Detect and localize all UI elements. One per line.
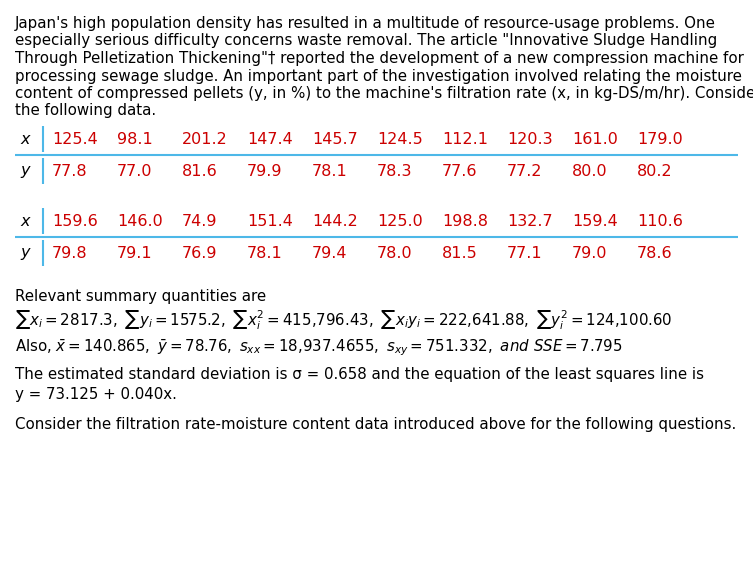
Text: processing sewage sludge. An important part of the investigation involved relati: processing sewage sludge. An important p… [15,68,742,83]
Text: 120.3: 120.3 [507,131,553,147]
Text: 77.1: 77.1 [507,245,543,261]
Text: 110.6: 110.6 [637,214,683,228]
Text: 81.6: 81.6 [182,164,218,178]
Text: 80.2: 80.2 [637,164,672,178]
Text: x: x [20,131,29,147]
Text: 80.0: 80.0 [572,164,608,178]
Text: x: x [20,214,29,228]
Text: 78.1: 78.1 [312,164,348,178]
Text: 159.4: 159.4 [572,214,617,228]
Text: 125.0: 125.0 [377,214,422,228]
Text: Japan's high population density has resulted in a multitude of resource-usage pr: Japan's high population density has resu… [15,16,716,31]
Text: 161.0: 161.0 [572,131,618,147]
Text: 77.2: 77.2 [507,164,542,178]
Text: 77.6: 77.6 [442,164,477,178]
Text: 78.1: 78.1 [247,245,282,261]
Text: 79.1: 79.1 [117,245,153,261]
Text: 147.4: 147.4 [247,131,293,147]
Text: $\sum x_i = 2817.3,\ \sum y_i = 1575.2,\ \sum x_i^2 = 415{,}796.43,\ \sum x_iy_i: $\sum x_i = 2817.3,\ \sum y_i = 1575.2,\… [15,309,672,333]
Text: especially serious difficulty concerns waste removal. The article "Innovative Sl: especially serious difficulty concerns w… [15,33,718,49]
Text: 78.0: 78.0 [377,245,413,261]
Text: 79.0: 79.0 [572,245,608,261]
Text: 125.4: 125.4 [52,131,98,147]
Text: 77.8: 77.8 [52,164,87,178]
Text: 146.0: 146.0 [117,214,163,228]
Text: y: y [20,164,29,178]
Text: The estimated standard deviation is σ = 0.658 and the equation of the least squa: The estimated standard deviation is σ = … [15,367,704,382]
Text: 78.6: 78.6 [637,245,672,261]
Text: 74.9: 74.9 [182,214,218,228]
Text: 81.5: 81.5 [442,245,477,261]
Text: 124.5: 124.5 [377,131,422,147]
Text: 76.9: 76.9 [182,245,218,261]
Text: 179.0: 179.0 [637,131,683,147]
Text: Consider the filtration rate-moisture content data introduced above for the foll: Consider the filtration rate-moisture co… [15,417,736,432]
Text: 79.9: 79.9 [247,164,282,178]
Text: 78.3: 78.3 [377,164,413,178]
Text: 198.8: 198.8 [442,214,488,228]
Text: y = 73.125 + 0.040x.: y = 73.125 + 0.040x. [15,387,177,402]
Text: y: y [20,245,29,261]
Text: 132.7: 132.7 [507,214,553,228]
Text: 144.2: 144.2 [312,214,358,228]
Text: 112.1: 112.1 [442,131,488,147]
Text: Through Pelletization Thickening"† reported the development of a new compression: Through Pelletization Thickening"† repor… [15,51,744,66]
Text: 98.1: 98.1 [117,131,153,147]
Text: the following data.: the following data. [15,104,156,118]
Text: 159.6: 159.6 [52,214,98,228]
Text: content of compressed pellets (y, in %) to the machine's filtration rate (x, in : content of compressed pellets (y, in %) … [15,86,753,101]
Text: Relevant summary quantities are: Relevant summary quantities are [15,289,266,304]
Text: 151.4: 151.4 [247,214,293,228]
Text: 79.4: 79.4 [312,245,347,261]
Text: 201.2: 201.2 [182,131,227,147]
Text: 79.8: 79.8 [52,245,87,261]
Text: 145.7: 145.7 [312,131,358,147]
Text: 77.0: 77.0 [117,164,153,178]
Text: Also, $\bar{x} = 140.865,\ \bar{y} = 78.76,\ s_{xx} = 18{,}937.4655,\ s_{xy} = 7: Also, $\bar{x} = 140.865,\ \bar{y} = 78.… [15,337,623,358]
